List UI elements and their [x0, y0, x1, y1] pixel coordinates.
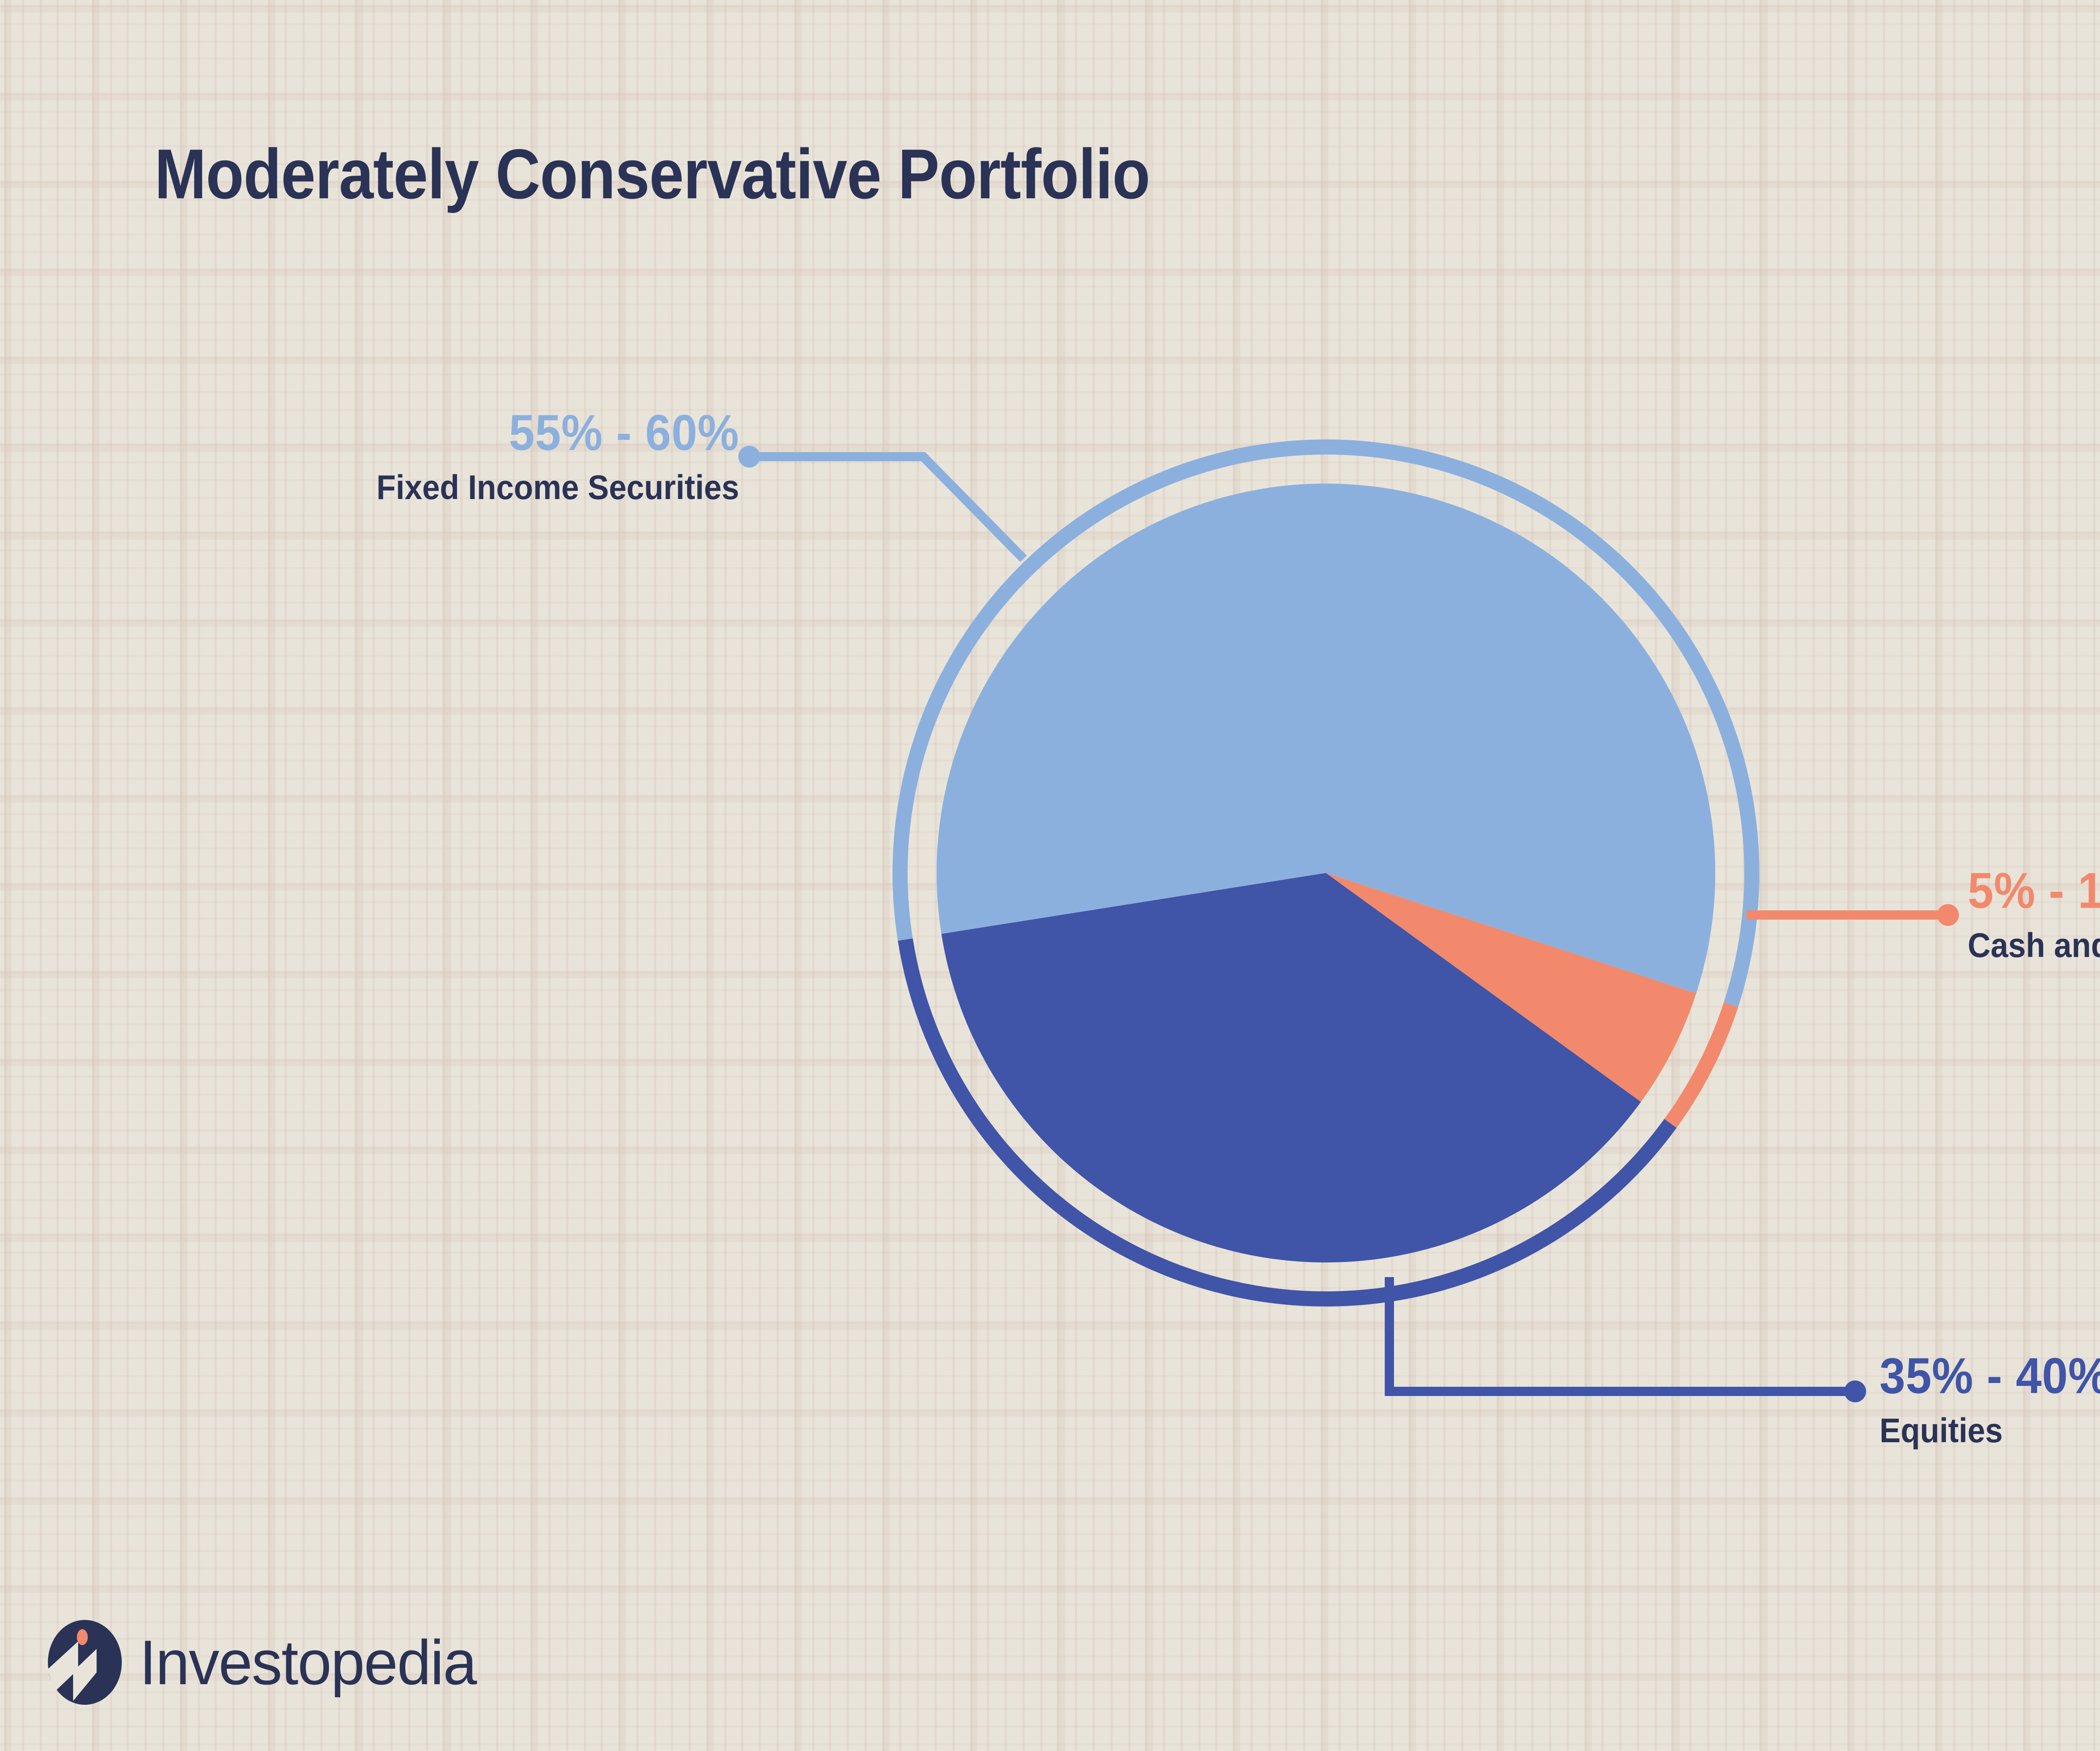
- pie-slices: [936, 483, 1715, 1263]
- logo-wordmark: Investopedia: [139, 1627, 477, 1698]
- ring-arc-cash: [1664, 1002, 1738, 1128]
- callout-cash-percent: 5% - 10%: [1968, 862, 2100, 919]
- callout-cash: 5% - 10% Cash and Equivalents: [1968, 865, 2100, 963]
- leader-path-fixed-income: [752, 452, 1027, 562]
- leader-line-fixed-income: [738, 446, 1027, 562]
- ring-arc-equities: [898, 938, 1677, 1307]
- callout-cash-label: Cash and Equivalents: [1968, 926, 2100, 965]
- callout-equities: 35% - 40% Equities: [1880, 1351, 2100, 1448]
- ring-arc-fixed-income: [892, 439, 1760, 1007]
- investopedia-z-circle-icon: [48, 1620, 122, 1705]
- pie-outer-ring: [892, 439, 1760, 1307]
- pie-slice-cash: [1326, 873, 1696, 1102]
- leader-path-equities: [1385, 1277, 1852, 1396]
- leader-dot-fixed-income: [738, 446, 760, 468]
- leader-dot-equities: [1844, 1380, 1866, 1402]
- leader-line-equities: [1385, 1277, 1866, 1402]
- callout-fixed-income: 55% - 60% Fixed Income Securities: [160, 408, 739, 505]
- pie-slice-fixed-income: [936, 483, 1715, 994]
- leader-line-cash: [1746, 904, 1959, 926]
- pie-slice-equities: [941, 873, 1641, 1263]
- callout-fixed-income-percent: 55% - 60%: [509, 405, 739, 461]
- leader-dot-cash: [1937, 904, 1959, 926]
- investopedia-logo: Investopedia: [47, 1620, 487, 1706]
- callout-fixed-income-label: Fixed Income Securities: [376, 468, 739, 507]
- callout-equities-percent: 35% - 40%: [1880, 1348, 2100, 1404]
- page-title: Moderately Conservative Portfolio: [155, 134, 1150, 213]
- callout-equities-label: Equities: [1880, 1412, 2003, 1450]
